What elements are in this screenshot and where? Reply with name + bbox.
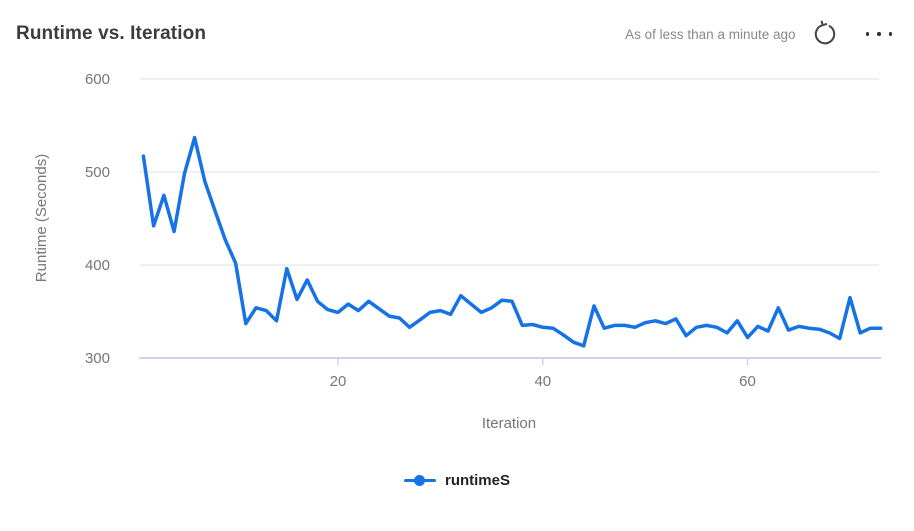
chart-title: Runtime vs. Iteration	[16, 23, 207, 44]
refresh-button[interactable]	[810, 18, 840, 51]
runtime-series-line[interactable]	[141, 135, 883, 348]
y-tick-label-500: 500	[85, 164, 110, 181]
more-options-button[interactable]	[864, 30, 895, 38]
refresh-icon	[812, 20, 838, 49]
ellipsis-icon	[865, 32, 892, 36]
y-tick-label-600: 600	[85, 71, 110, 88]
line-chart-canvas: 600 500 400 300 20 40 60 Runtime (Second…	[33, 71, 883, 432]
x-tick-label-40: 40	[534, 373, 551, 390]
y-tick-label-300: 300	[85, 350, 110, 367]
legend-item-runtimeS[interactable]: runtimeS	[403, 472, 510, 489]
legend-label: runtimeS	[444, 472, 510, 489]
y-tick-label-400: 400	[85, 257, 110, 274]
x-tick-label-20: 20	[330, 373, 347, 390]
chart-header: Runtime vs. Iteration As of less than a …	[0, 0, 914, 52]
y-axis-title: Runtime (Seconds)	[33, 154, 50, 282]
line-with-dot-marker-icon	[403, 475, 436, 487]
legend: runtimeS	[0, 472, 914, 489]
last-updated-text: As of less than a minute ago	[625, 26, 796, 42]
x-tick-label-60: 60	[739, 373, 756, 390]
x-axis-title: Iteration	[482, 415, 536, 432]
